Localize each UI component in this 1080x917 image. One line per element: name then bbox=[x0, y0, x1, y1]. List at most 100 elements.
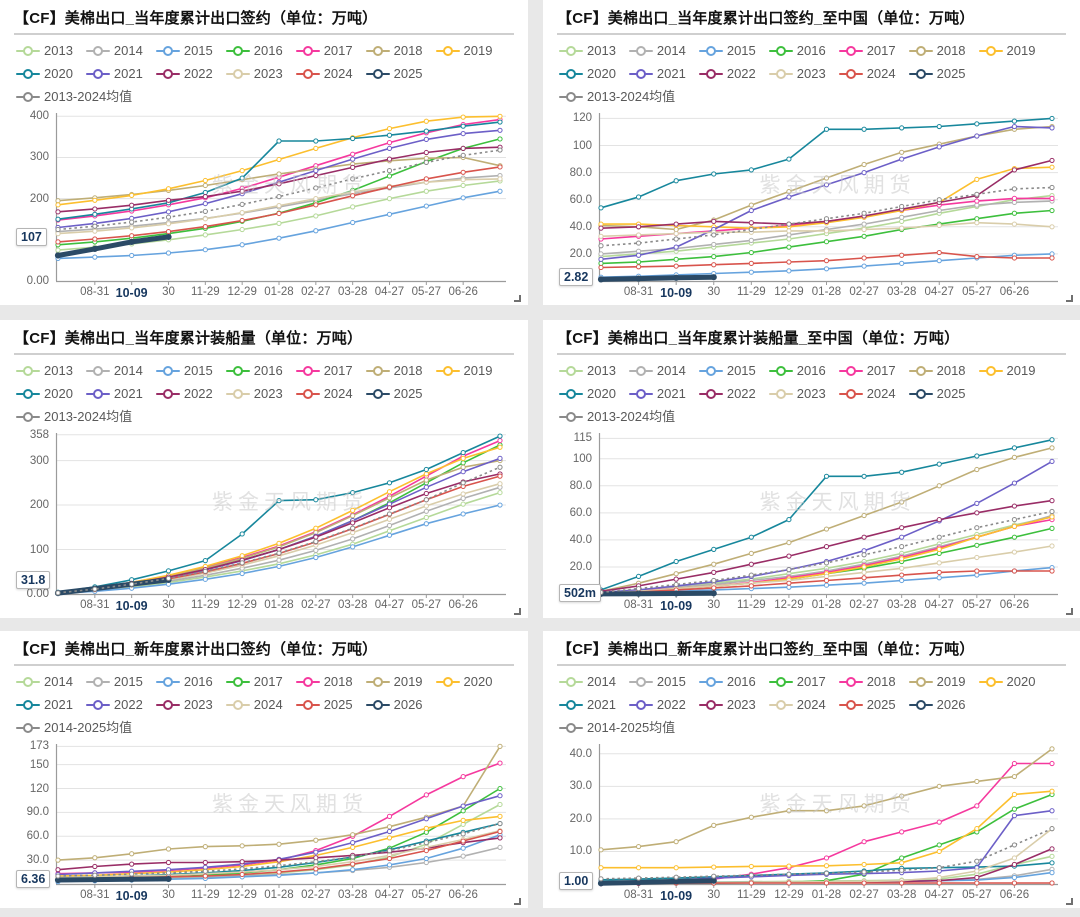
legend-item-2020[interactable]: 2020 bbox=[16, 383, 73, 404]
legend-item-2019[interactable]: 2019 bbox=[365, 671, 423, 692]
legend-item-2014[interactable]: 2014 bbox=[628, 40, 686, 61]
legend-marker-icon bbox=[85, 676, 110, 687]
legend-item-2016[interactable]: 2016 bbox=[768, 360, 826, 381]
x-axis-label: 03-28 bbox=[337, 599, 368, 611]
legend-item-2019[interactable]: 2019 bbox=[908, 671, 966, 692]
legend-item-2017[interactable]: 2017 bbox=[295, 360, 353, 381]
legend-item-2013[interactable]: 2013 bbox=[16, 40, 73, 61]
legend-item-2013-2024均值[interactable]: 2013-2024均值 bbox=[559, 406, 675, 427]
legend-item-2016[interactable]: 2016 bbox=[768, 40, 826, 61]
legend-item-2022[interactable]: 2022 bbox=[155, 383, 213, 404]
legend-item-2026[interactable]: 2026 bbox=[365, 694, 423, 715]
legend-item-2021[interactable]: 2021 bbox=[16, 694, 73, 715]
legend-item-2020[interactable]: 2020 bbox=[435, 671, 492, 692]
resize-handle-icon[interactable] bbox=[1066, 608, 1073, 615]
data-point-marker bbox=[202, 568, 208, 574]
resize-handle-icon[interactable] bbox=[514, 898, 521, 905]
legend-item-2025[interactable]: 2025 bbox=[908, 383, 966, 404]
legend-item-2018[interactable]: 2018 bbox=[365, 40, 423, 61]
legend-item-2021[interactable]: 2021 bbox=[85, 383, 143, 404]
legend-item-2017[interactable]: 2017 bbox=[225, 671, 283, 692]
legend-item-2022[interactable]: 2022 bbox=[698, 383, 756, 404]
legend-item-2013[interactable]: 2013 bbox=[559, 360, 616, 381]
legend-item-2025[interactable]: 2025 bbox=[295, 694, 353, 715]
legend-item-2015[interactable]: 2015 bbox=[155, 40, 213, 61]
legend-item-2021[interactable]: 2021 bbox=[85, 63, 143, 84]
legend-item-2014-2025均值[interactable]: 2014-2025均值 bbox=[16, 717, 132, 738]
legend-item-2020[interactable]: 2020 bbox=[559, 383, 616, 404]
legend-item-2024[interactable]: 2024 bbox=[838, 383, 896, 404]
legend-item-2022[interactable]: 2022 bbox=[698, 63, 756, 84]
data-point-marker bbox=[202, 189, 208, 196]
legend-item-2025[interactable]: 2025 bbox=[365, 383, 423, 404]
legend-item-2019[interactable]: 2019 bbox=[978, 360, 1035, 381]
legend-item-2024[interactable]: 2024 bbox=[295, 383, 353, 404]
legend-item-2022[interactable]: 2022 bbox=[155, 63, 213, 84]
legend-item-2020[interactable]: 2020 bbox=[16, 63, 73, 84]
legend-item-2026[interactable]: 2026 bbox=[908, 694, 966, 715]
legend-item-2014[interactable]: 2014 bbox=[559, 671, 616, 692]
legend-item-2024[interactable]: 2024 bbox=[225, 694, 283, 715]
legend-item-2015[interactable]: 2015 bbox=[628, 671, 686, 692]
legend-item-2018[interactable]: 2018 bbox=[838, 671, 896, 692]
legend-item-2016[interactable]: 2016 bbox=[698, 671, 756, 692]
legend-item-2019[interactable]: 2019 bbox=[978, 40, 1035, 61]
legend-item-2018[interactable]: 2018 bbox=[908, 40, 966, 61]
resize-handle-icon[interactable] bbox=[514, 608, 521, 615]
legend-item-2015[interactable]: 2015 bbox=[698, 360, 756, 381]
legend-item-2014[interactable]: 2014 bbox=[85, 40, 143, 61]
legend-item-2025[interactable]: 2025 bbox=[908, 63, 966, 84]
legend-item-2018[interactable]: 2018 bbox=[908, 360, 966, 381]
legend-item-2014[interactable]: 2014 bbox=[628, 360, 686, 381]
legend-item-2023[interactable]: 2023 bbox=[698, 694, 756, 715]
legend-item-2020[interactable]: 2020 bbox=[978, 671, 1035, 692]
legend-item-2021[interactable]: 2021 bbox=[628, 63, 686, 84]
legend-item-2019[interactable]: 2019 bbox=[435, 40, 492, 61]
legend-item-2015[interactable]: 2015 bbox=[698, 40, 756, 61]
legend-item-2018[interactable]: 2018 bbox=[365, 360, 423, 381]
legend-item-2017[interactable]: 2017 bbox=[768, 671, 826, 692]
legend-item-2019[interactable]: 2019 bbox=[435, 360, 492, 381]
legend-item-2021[interactable]: 2021 bbox=[628, 383, 686, 404]
legend-item-2013-2024均值[interactable]: 2013-2024均值 bbox=[16, 406, 132, 427]
legend-item-2024[interactable]: 2024 bbox=[295, 63, 353, 84]
legend-item-2013-2024均值[interactable]: 2013-2024均值 bbox=[559, 86, 675, 107]
legend-item-2014[interactable]: 2014 bbox=[16, 671, 73, 692]
data-point-marker bbox=[386, 480, 393, 486]
legend-item-2025[interactable]: 2025 bbox=[365, 63, 423, 84]
legend-item-2017[interactable]: 2017 bbox=[838, 40, 896, 61]
legend-item-2013[interactable]: 2013 bbox=[559, 40, 616, 61]
resize-handle-icon[interactable] bbox=[1066, 295, 1073, 302]
data-point-marker bbox=[974, 534, 980, 540]
legend-item-2016[interactable]: 2016 bbox=[225, 40, 283, 61]
resize-handle-icon[interactable] bbox=[1066, 898, 1073, 905]
legend-marker-icon bbox=[768, 45, 793, 56]
resize-handle-icon[interactable] bbox=[514, 295, 521, 302]
legend-item-2015[interactable]: 2015 bbox=[155, 360, 213, 381]
legend-item-2013-2024均值[interactable]: 2013-2024均值 bbox=[16, 86, 132, 107]
legend-item-2023[interactable]: 2023 bbox=[225, 383, 283, 404]
legend-item-2024[interactable]: 2024 bbox=[768, 694, 826, 715]
legend-item-2013[interactable]: 2013 bbox=[16, 360, 73, 381]
data-point-marker bbox=[350, 867, 356, 873]
legend-item-2023[interactable]: 2023 bbox=[768, 63, 826, 84]
legend-item-2016[interactable]: 2016 bbox=[155, 671, 213, 692]
legend-item-2021[interactable]: 2021 bbox=[559, 694, 616, 715]
legend-item-2022[interactable]: 2022 bbox=[85, 694, 143, 715]
legend-item-2017[interactable]: 2017 bbox=[838, 360, 896, 381]
x-axis-label: 02-27 bbox=[849, 889, 879, 901]
legend-item-2014-2025均值[interactable]: 2014-2025均值 bbox=[559, 717, 675, 738]
legend-item-2025[interactable]: 2025 bbox=[838, 694, 896, 715]
legend-item-2014[interactable]: 2014 bbox=[85, 360, 143, 381]
legend-item-2024[interactable]: 2024 bbox=[838, 63, 896, 84]
legend-item-2023[interactable]: 2023 bbox=[155, 694, 213, 715]
legend-item-2015[interactable]: 2015 bbox=[85, 671, 143, 692]
legend-item-2022[interactable]: 2022 bbox=[628, 694, 686, 715]
legend-item-2020[interactable]: 2020 bbox=[559, 63, 616, 84]
legend-item-2023[interactable]: 2023 bbox=[225, 63, 283, 84]
legend-item-2023[interactable]: 2023 bbox=[768, 383, 826, 404]
legend-item-2018[interactable]: 2018 bbox=[295, 671, 353, 692]
legend-item-2016[interactable]: 2016 bbox=[225, 360, 283, 381]
legend-item-2017[interactable]: 2017 bbox=[295, 40, 353, 61]
data-point-marker bbox=[386, 862, 393, 868]
